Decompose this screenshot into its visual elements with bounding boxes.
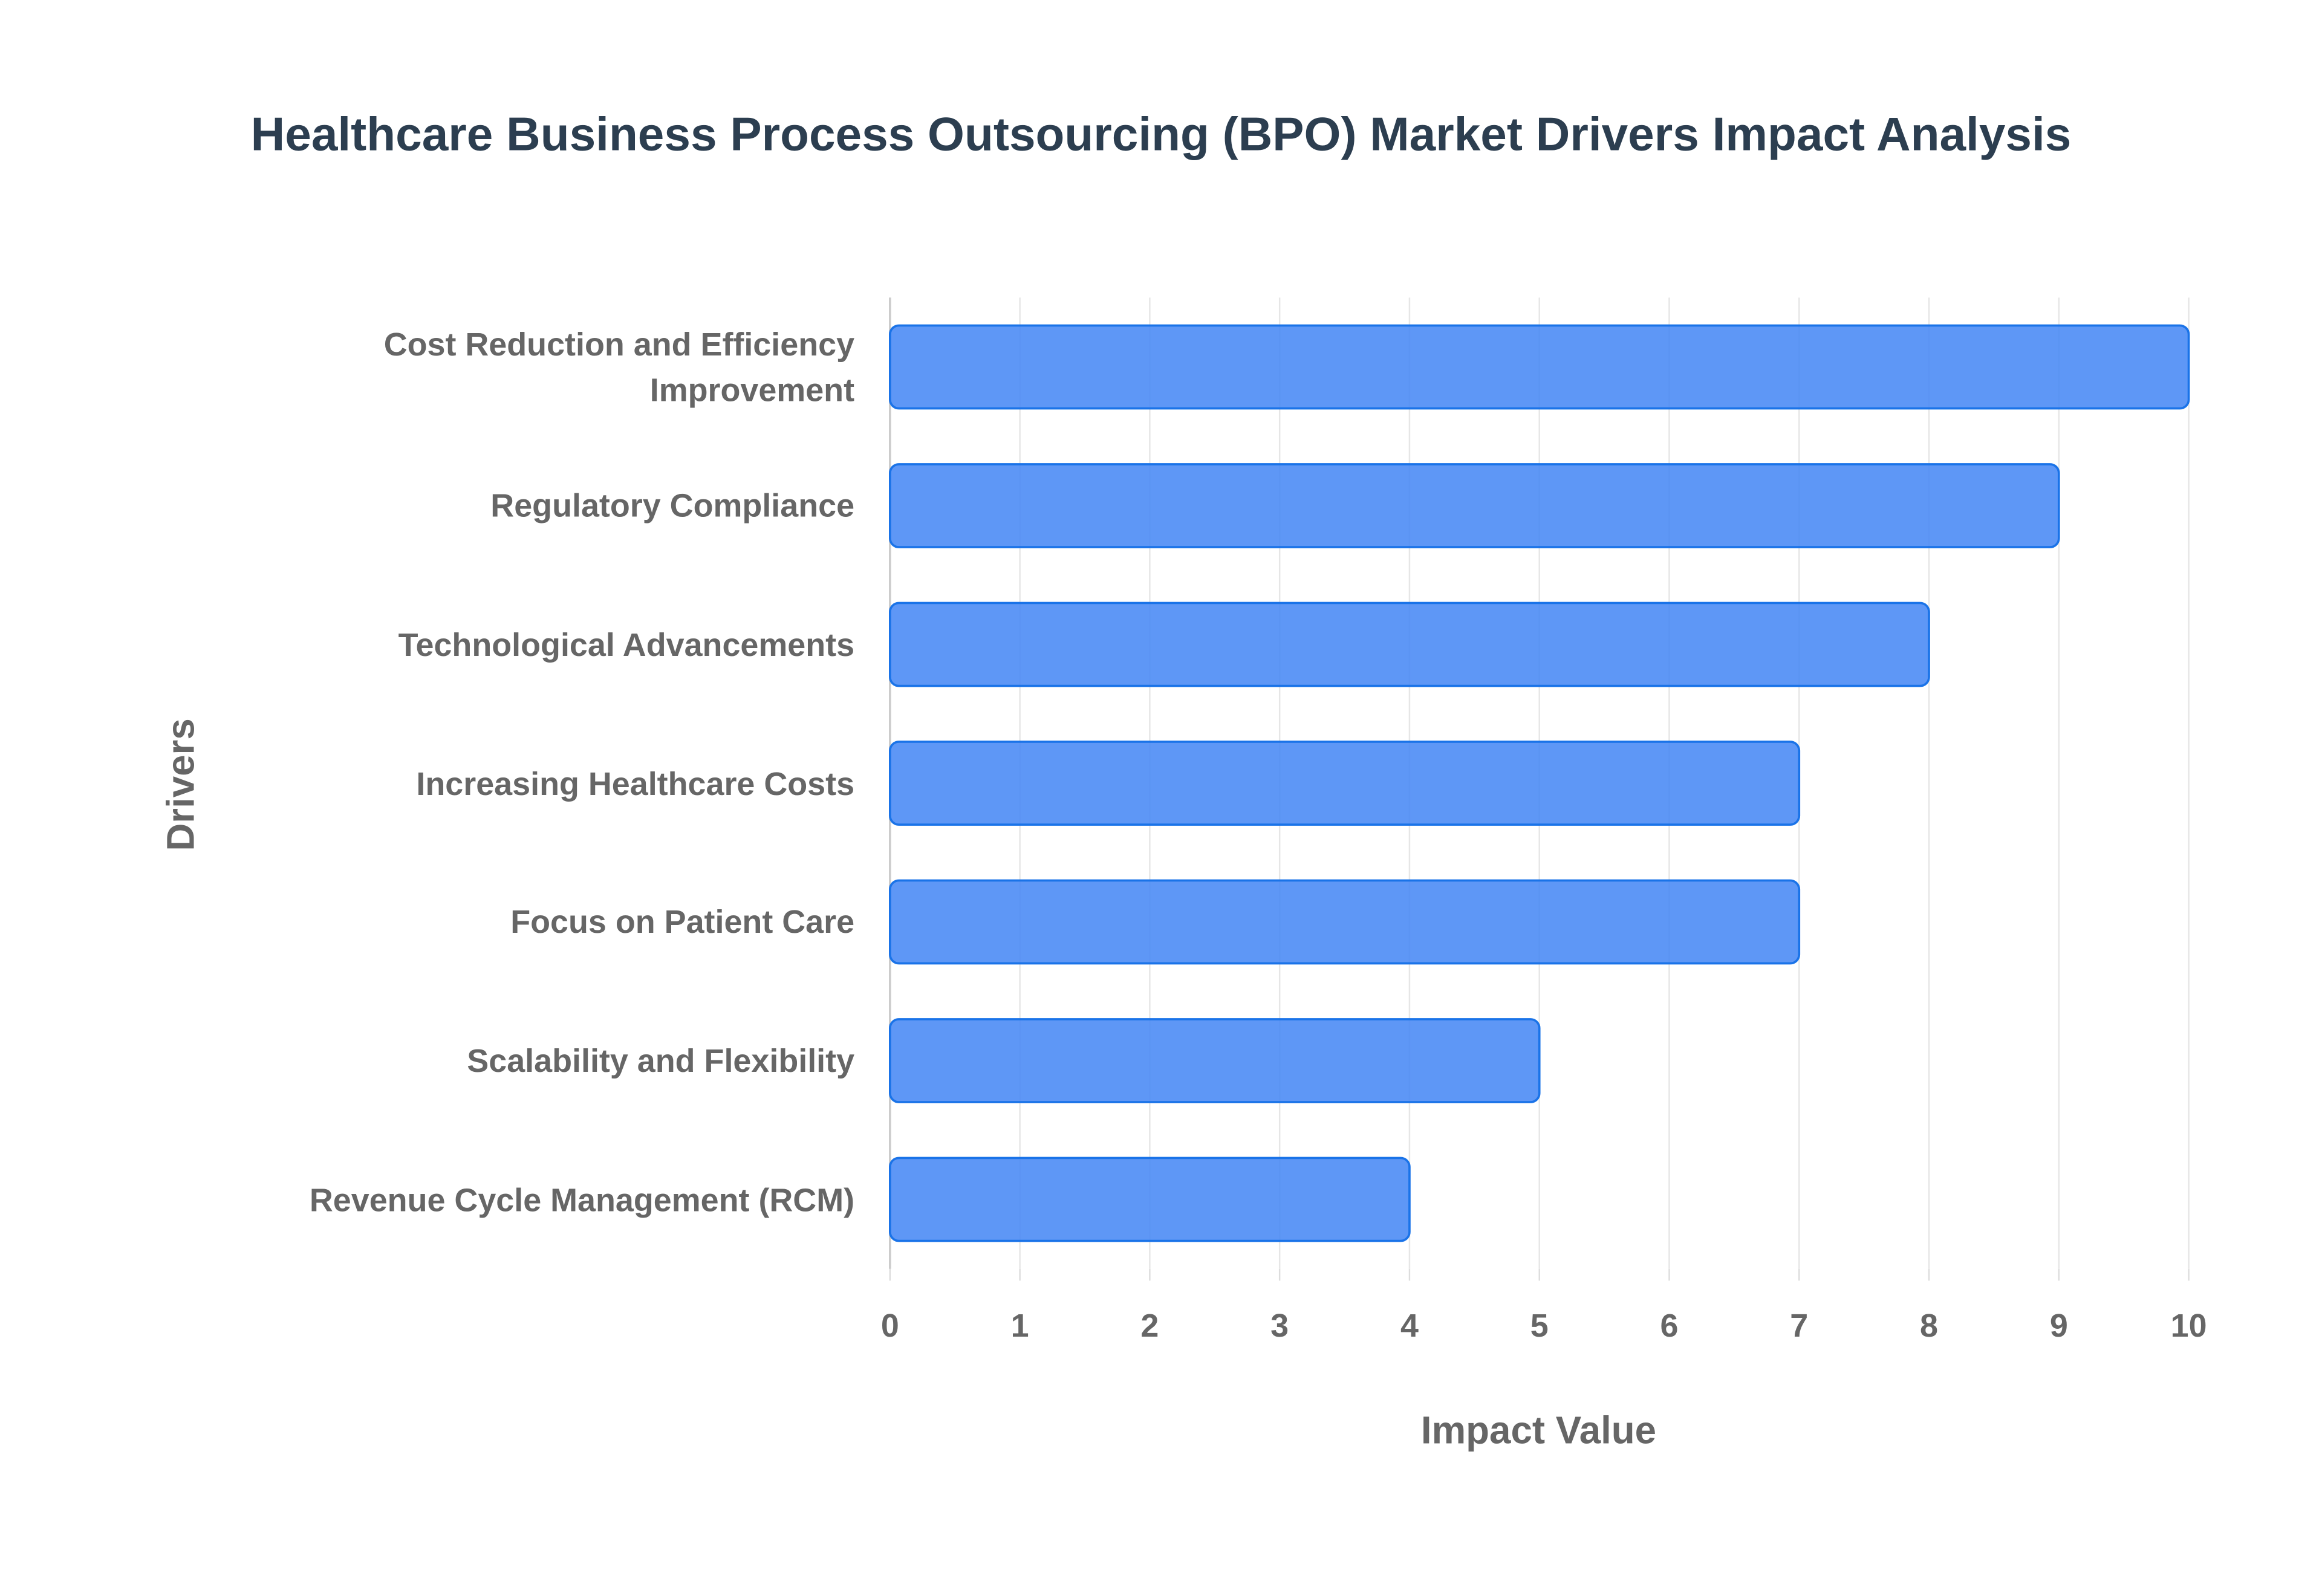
y-tick-label: Technological Advancements [398, 626, 855, 663]
y-tick-label: Cost Reduction and Efficiency Improvemen… [383, 325, 855, 409]
bar [889, 879, 1801, 965]
bar [889, 1018, 1541, 1103]
y-tick-label: Increasing Healthcare Costs [416, 764, 855, 802]
x-tick-label: 6 [1660, 1308, 1679, 1344]
x-tick-label: 5 [1530, 1308, 1549, 1344]
y-tick-label: Revenue Cycle Management (RCM) [309, 1181, 855, 1218]
x-tick-label: 3 [1270, 1308, 1289, 1344]
y-axis-title: Drivers [159, 718, 202, 851]
y-tick-label: Regulatory Compliance [490, 487, 855, 525]
x-tick-label: 4 [1400, 1308, 1419, 1344]
y-tick-label-box: Focus on Patient Care [510, 903, 855, 941]
bar [889, 324, 2190, 410]
y-tick-label: Focus on Patient Care [510, 903, 855, 941]
x-tick-label: 7 [1790, 1308, 1808, 1344]
chart-title: Healthcare Business Process Outsourcing … [251, 107, 2072, 160]
x-tick-label: 10 [2171, 1308, 2207, 1344]
y-tick-label-box: Scalability and Flexibility [467, 1042, 855, 1080]
y-tick-label-box: Technological Advancements [398, 626, 855, 663]
y-tick-label-box: Cost Reduction and Efficiency Improvemen… [383, 325, 855, 409]
bar [889, 741, 1801, 826]
y-tick-label: Scalability and Flexibility [467, 1042, 855, 1080]
x-tick-label: 9 [2050, 1308, 2068, 1344]
y-tick-label-box: Revenue Cycle Management (RCM) [309, 1181, 855, 1218]
x-tick-label: 1 [1011, 1308, 1029, 1344]
x-tick-label: 0 [881, 1308, 899, 1344]
bar [889, 602, 1930, 687]
bar [889, 1156, 1411, 1242]
y-tick-label-box: Regulatory Compliance [490, 487, 855, 525]
x-axis-title: Impact Value [1421, 1409, 1656, 1452]
x-tick-label: 8 [1920, 1308, 1938, 1344]
bar [889, 463, 2060, 548]
y-tick-label-box: Increasing Healthcare Costs [416, 764, 855, 802]
x-tick-label: 2 [1140, 1308, 1159, 1344]
